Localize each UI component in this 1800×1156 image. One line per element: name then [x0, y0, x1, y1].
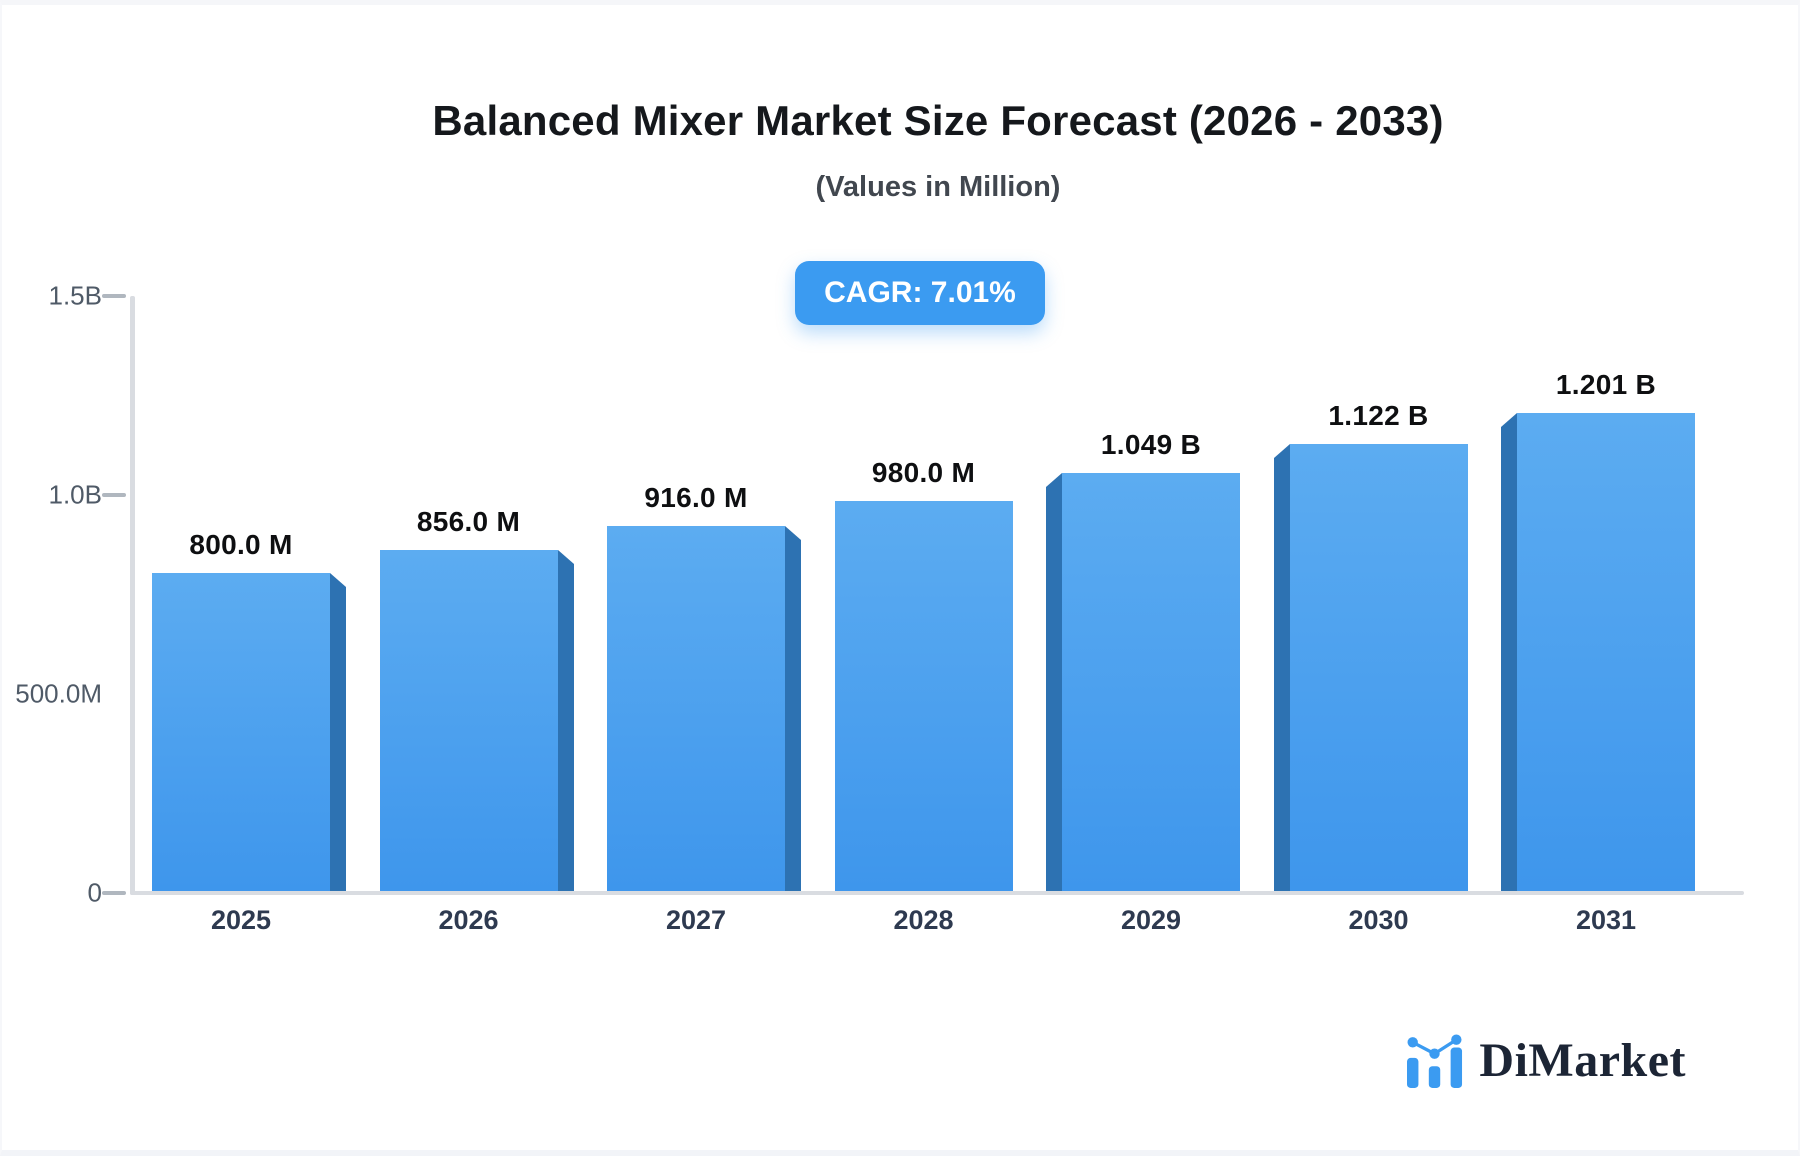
- bar-3d-side: [1274, 444, 1290, 891]
- mini-bar-chart-icon: [1405, 1034, 1463, 1088]
- cagr-badge: CAGR: 7.01%: [795, 261, 1045, 325]
- y-axis-tick-label: 1.0B: [48, 479, 103, 510]
- x-axis-category-label: 2030: [1348, 905, 1409, 935]
- cagr-badge-label: CAGR: 7.01%: [824, 276, 1016, 309]
- bar-value-label: 856.0 M: [416, 506, 521, 537]
- bar-3d-side: [558, 550, 574, 891]
- chart-title: Balanced Mixer Market Size Forecast (202…: [432, 97, 1444, 144]
- bar: [1062, 473, 1240, 891]
- brand-logo: DiMarket: [1405, 1033, 1686, 1088]
- bar-value-label: 916.0 M: [644, 482, 748, 513]
- x-axis-category-label: 2026: [438, 905, 499, 935]
- x-axis-category-label: 2029: [1120, 905, 1182, 935]
- x-axis-category-label: 2031: [1575, 905, 1637, 935]
- y-axis-line: [130, 296, 135, 895]
- bar: [1290, 444, 1468, 891]
- plot-area: 1.5B 1.0B 500.0M 0 800.0 M 2025 856.0 M 2026 916…: [2, 5, 1798, 1150]
- y-axis-tick-label: 1.5B: [48, 280, 103, 311]
- y-axis-tick-label: 0: [87, 877, 102, 908]
- brand-wordmark: DiMarket: [1479, 1034, 1686, 1087]
- bar-3d-side: [1046, 473, 1062, 891]
- x-axis-category-label: 2028: [893, 905, 954, 935]
- x-axis-category-label: 2027: [665, 905, 727, 935]
- bar-3d-side: [785, 526, 801, 891]
- bar-3d-side: [330, 573, 346, 891]
- x-axis-line: [130, 891, 1744, 895]
- x-axis-category-label: 2025: [210, 905, 272, 935]
- y-axis-tick-dash: [102, 294, 126, 298]
- bar: [607, 526, 785, 891]
- y-axis-tick-label: 500.0M: [15, 678, 102, 709]
- y-axis-tick-dash: [102, 493, 126, 497]
- bar-value-label: 1.049 B: [1100, 429, 1202, 460]
- bar: [835, 501, 1013, 891]
- bar: [1517, 413, 1695, 891]
- bar-3d-side: [1501, 413, 1517, 891]
- bar-value-label: 980.0 M: [871, 457, 976, 488]
- chart-subtitle: (Values in Million): [815, 171, 1061, 203]
- y-axis-tick-dash: [102, 891, 126, 895]
- bar: [152, 573, 330, 891]
- bar-value-label: 800.0 M: [189, 529, 293, 560]
- bar: [380, 550, 558, 891]
- bar-value-label: 1.122 B: [1328, 400, 1429, 431]
- bar-value-label: 1.201 B: [1555, 369, 1657, 400]
